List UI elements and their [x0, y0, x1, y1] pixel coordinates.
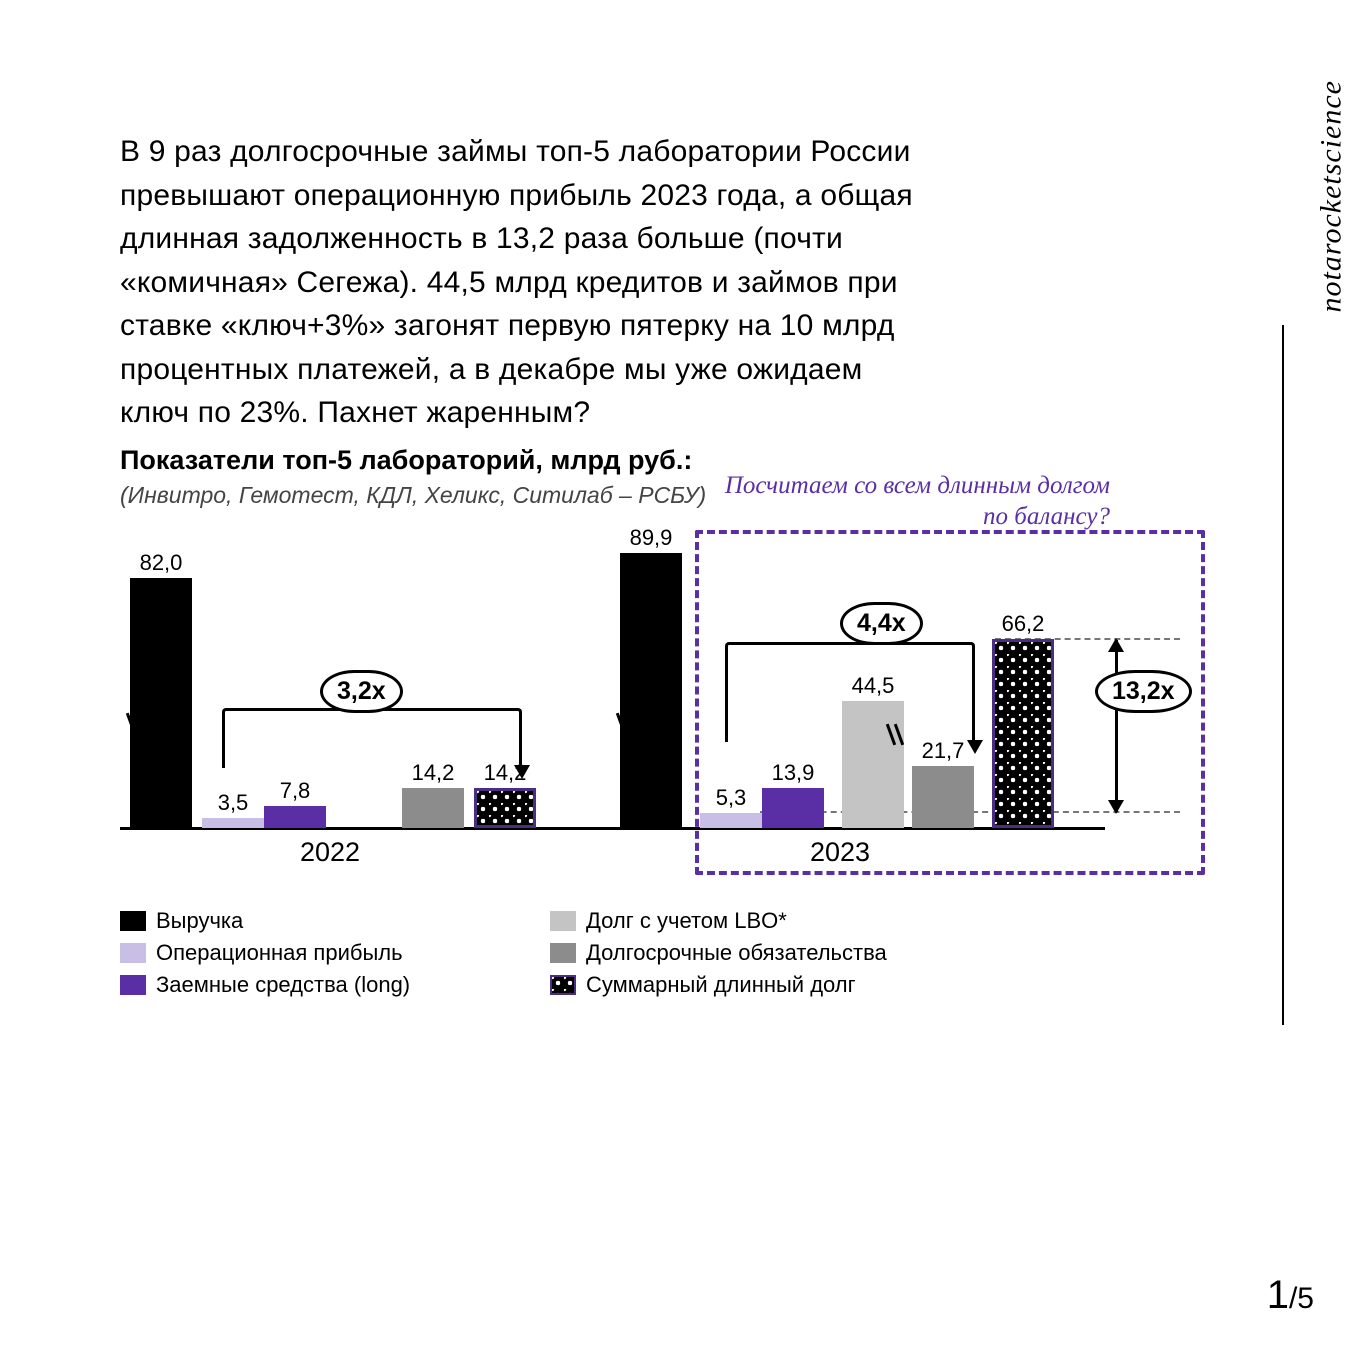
legend-swatch: [550, 943, 576, 963]
legend-item: Долгосрочные обязательства: [550, 940, 980, 966]
legend-swatch: [120, 943, 146, 963]
bar-y2023-rev: 89,9: [620, 553, 682, 828]
bar-y2022-op: 3,5: [202, 818, 264, 828]
bar-y2022-sum: 14,2: [474, 788, 536, 828]
ratio-arrow: [1115, 640, 1118, 812]
multiplier-bubble: 13,2x: [1095, 670, 1192, 713]
legend-label: Заемные средства (long): [156, 972, 410, 998]
legend-label: Суммарный длинный долг: [586, 972, 856, 998]
legend-item: Операционная прибыль: [120, 940, 550, 966]
year-label-2022: 2022: [300, 837, 360, 868]
page-current: 1: [1267, 1273, 1289, 1317]
axis-break-mark: [610, 722, 632, 744]
page-counter: 1/5: [1267, 1273, 1314, 1318]
annotation-callout: Посчитаем со всем длинным долгом по бала…: [720, 470, 1110, 533]
chart-subtitle: (Инвитро, Гемотест, КДЛ, Хеликс, Ситилаб…: [120, 482, 706, 509]
page-total: /5: [1289, 1282, 1314, 1315]
legend-item: Долг с учетом LBO*: [550, 908, 980, 934]
bar-value-label: 7,8: [264, 778, 326, 804]
bar-value-label: 82,0: [130, 550, 192, 576]
bar-y2022-long: 14,2: [402, 788, 464, 828]
bar-y2022-rev: 82,0: [130, 578, 192, 828]
legend-item: Выручка: [120, 908, 550, 934]
legend-label: Выручка: [156, 908, 243, 934]
arrow-head: [514, 765, 530, 779]
legend-swatch: [120, 975, 146, 995]
chart-title: Показатели топ-5 лабораторий, млрд руб.:: [120, 445, 692, 476]
legend-swatch: [120, 911, 146, 931]
bar-value-label: 3,5: [202, 790, 264, 816]
legend-swatch: [550, 911, 576, 931]
intro-paragraph: В 9 раз долгосрочные займы топ-5 лаборат…: [120, 130, 940, 435]
legend-label: Операционная прибыль: [156, 940, 403, 966]
bar-chart: 82,03,57,814,214,289,95,313,944,521,766,…: [120, 540, 1110, 870]
legend-item: Суммарный длинный долг: [550, 972, 980, 998]
side-rule: [1282, 325, 1284, 1025]
bracket-2023: [725, 642, 975, 742]
legend-label: Долг с учетом LBO*: [586, 908, 787, 934]
bar-y2022-loan: 7,8: [264, 806, 326, 828]
multiplier-bubble: 4,4x: [840, 602, 923, 645]
bar-value-label: 89,9: [620, 525, 682, 551]
legend-swatch: [550, 975, 576, 995]
multiplier-bubble: 3,2x: [320, 670, 403, 713]
arrow-head: [967, 740, 983, 754]
legend-item: Заемные средства (long): [120, 972, 550, 998]
bracket-2022: [222, 708, 522, 768]
watermark-text: notarocketscience: [1314, 80, 1348, 312]
axis-break-mark: [120, 722, 142, 744]
legend-label: Долгосрочные обязательства: [586, 940, 887, 966]
legend: Выручка Долг с учетом LBO* Операционная …: [120, 905, 980, 1001]
